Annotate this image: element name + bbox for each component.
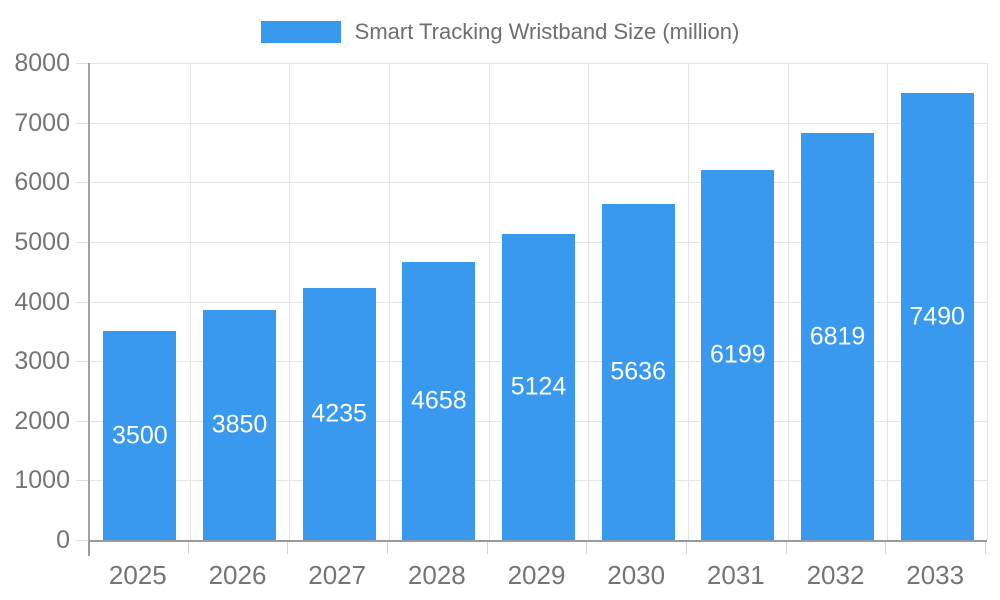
bar-value-label: 7490 <box>909 302 965 331</box>
bar-2031: 6199 <box>701 170 775 540</box>
gridline-vertical <box>488 63 490 540</box>
bar-value-label: 4658 <box>411 386 467 415</box>
y-tick-mark <box>76 420 88 422</box>
gridline-vertical <box>588 63 590 540</box>
y-tick-mark <box>76 301 88 303</box>
y-tick-label: 1000 <box>14 466 70 495</box>
x-tick-label: 2026 <box>208 560 267 590</box>
gridline-vertical <box>787 63 789 540</box>
x-tick-label: 2030 <box>607 560 666 590</box>
bar-2033: 7490 <box>900 93 974 540</box>
x-tick-mark <box>187 542 189 554</box>
bar-value-label: 3850 <box>211 410 268 439</box>
bar-value-label: 6819 <box>809 322 866 351</box>
bar-value-label: 3500 <box>112 421 168 450</box>
x-tick-label: 2031 <box>706 560 765 590</box>
y-tick-label: 3000 <box>14 347 70 376</box>
y-tick-mark <box>76 122 88 124</box>
legend-item[interactable]: Smart Tracking Wristband Size (million) <box>260 19 740 45</box>
plot-area: 3500 3850 4235 4658 5124 5636 6199 6819 7490 <box>88 63 988 542</box>
x-tick-label: 2032 <box>806 560 865 590</box>
bar-2025: 3500 <box>103 331 177 540</box>
bar-value-label: 6199 <box>710 340 766 369</box>
legend-label: Smart Tracking Wristband Size (million) <box>354 19 740 44</box>
x-tick-mark <box>287 542 289 554</box>
y-tick-label: 4000 <box>14 287 70 316</box>
bar-value-label: 5636 <box>610 357 666 386</box>
gridline-horizontal <box>90 182 987 184</box>
bar-2032: 6819 <box>801 133 874 540</box>
bar-value-label: 4235 <box>311 399 367 428</box>
gridline-vertical <box>189 63 191 540</box>
x-tick-label: 2027 <box>308 560 367 590</box>
y-tick-mark <box>76 480 88 482</box>
legend: Smart Tracking Wristband Size (million) <box>0 14 1000 50</box>
y-tick-label: 8000 <box>14 49 70 77</box>
y-tick-mark <box>76 182 88 184</box>
x-tick-label: 2028 <box>407 560 466 590</box>
gridline-horizontal <box>90 122 987 124</box>
bar-2026: 3850 <box>203 310 276 540</box>
x-tick-mark <box>387 542 388 554</box>
gridline-vertical <box>987 63 988 540</box>
x-tick-mark <box>985 542 986 554</box>
x-tick-mark <box>885 542 887 554</box>
gridline-vertical <box>389 63 390 540</box>
gridline-vertical <box>887 63 889 540</box>
bar-2030: 5636 <box>601 203 675 540</box>
y-tick-mark <box>76 540 88 541</box>
x-tick-mark <box>686 542 687 554</box>
y-tick-label: 0 <box>56 526 70 554</box>
x-tick-label: 2033 <box>906 560 965 590</box>
y-tick-label: 6000 <box>14 168 70 197</box>
x-tick-mark <box>586 542 588 554</box>
bar-2028: 4658 <box>402 262 476 540</box>
x-tick-mark <box>785 542 787 554</box>
y-tick-label: 5000 <box>14 227 70 256</box>
legend-swatch <box>260 21 341 43</box>
x-tick-label: 2025 <box>108 560 167 590</box>
x-tick-mark <box>88 542 90 556</box>
y-tick-mark <box>76 361 88 363</box>
gridline-vertical <box>688 63 689 540</box>
x-tick-mark <box>486 542 488 554</box>
y-tick-label: 7000 <box>14 108 70 137</box>
gridline-horizontal <box>90 63 987 64</box>
bar-2029: 5124 <box>502 234 575 540</box>
bar-value-label: 5124 <box>510 372 567 401</box>
bar-2027: 4235 <box>302 287 376 540</box>
y-tick-mark <box>76 63 88 64</box>
gridline-vertical <box>289 63 291 540</box>
y-tick-mark <box>76 241 88 243</box>
y-tick-label: 2000 <box>14 406 70 435</box>
x-tick-label: 2029 <box>507 560 566 590</box>
